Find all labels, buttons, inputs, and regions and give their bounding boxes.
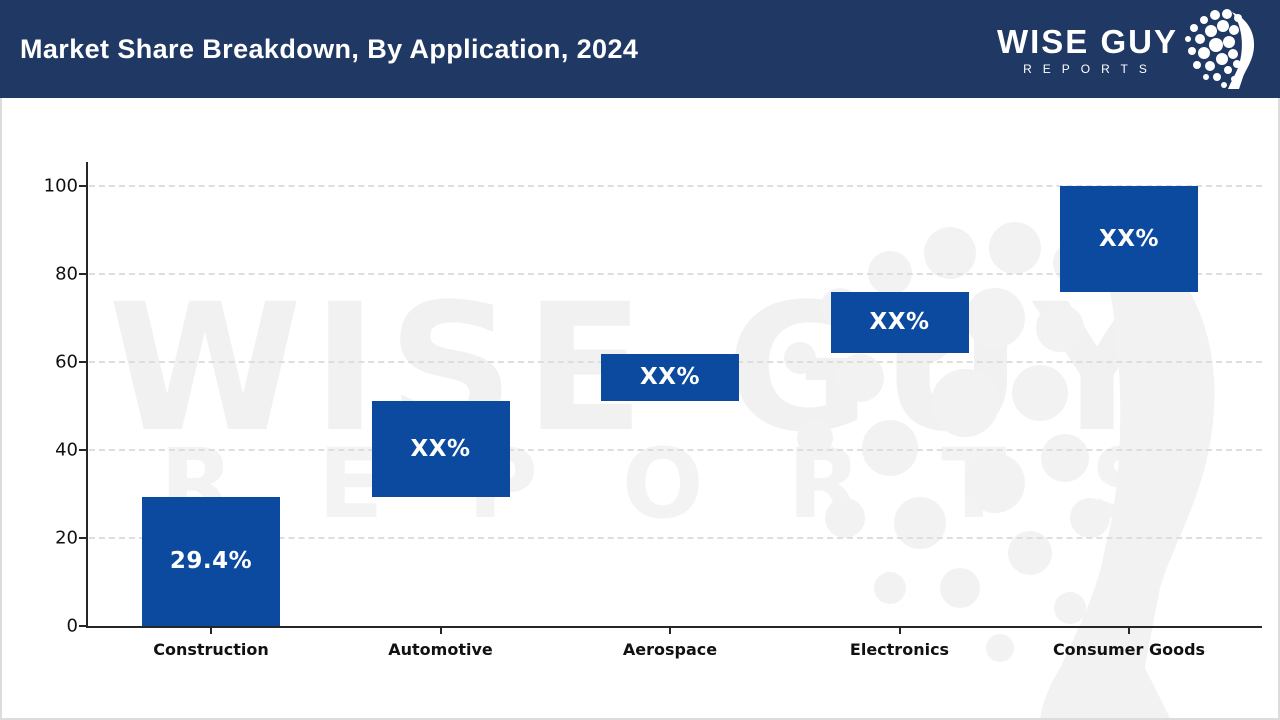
gridline-y40 bbox=[89, 449, 1262, 451]
page-title: Market Share Breakdown, By Application, … bbox=[20, 33, 639, 64]
header-bar: Market Share Breakdown, By Application, … bbox=[0, 0, 1280, 98]
wise-guy-logo: WISE GUY REPORTS bbox=[997, 9, 1258, 89]
x-tick-mark bbox=[669, 626, 671, 634]
x-axis-category-label: Automotive bbox=[388, 640, 493, 659]
logo-subtext: REPORTS bbox=[1023, 61, 1158, 76]
bar-value-label: XX% bbox=[410, 435, 471, 462]
x-tick-mark bbox=[210, 626, 212, 634]
dotted-head-icon bbox=[1185, 9, 1255, 89]
y-tick-mark bbox=[79, 273, 88, 275]
y-axis-tick-label: 80 bbox=[55, 263, 78, 285]
y-axis-line bbox=[86, 162, 88, 628]
gridline-y20 bbox=[89, 537, 1262, 539]
gridline-y100 bbox=[89, 185, 1262, 187]
bar-value-label: 29.4% bbox=[169, 548, 253, 575]
y-axis-tick-label: 20 bbox=[55, 527, 78, 549]
y-axis-tick-label: 60 bbox=[55, 351, 78, 373]
y-tick-mark bbox=[79, 449, 88, 451]
x-tick-mark bbox=[898, 626, 901, 634]
gridline-y80 bbox=[89, 273, 1262, 275]
x-axis-category-label: Aerospace bbox=[622, 640, 718, 659]
x-axis-category-label: Electronics bbox=[849, 640, 950, 659]
y-tick-mark bbox=[79, 625, 88, 627]
bar-consumer-goods: XX% bbox=[1060, 186, 1198, 292]
x-axis-line bbox=[86, 626, 1262, 628]
y-tick-mark bbox=[79, 185, 88, 187]
logo-text: WISE GUY REPORTS bbox=[997, 23, 1178, 76]
bar-automotive: XX% bbox=[371, 401, 510, 497]
bar-value-label: XX% bbox=[1098, 225, 1159, 252]
x-axis-category-label: Construction bbox=[153, 640, 269, 659]
x-tick-mark bbox=[439, 626, 442, 634]
chart-canvas: WISE GUY REPORTS 0 20 40 60 80 100 29.4% Constr… bbox=[0, 98, 1280, 720]
y-tick-mark bbox=[79, 361, 88, 363]
y-axis-tick-label: 0 bbox=[66, 615, 78, 637]
bar-construction: 29.4% bbox=[142, 496, 280, 626]
logo-wordmark: WISE GUY bbox=[996, 22, 1178, 60]
x-axis-category-label: Consumer Goods bbox=[1052, 640, 1206, 659]
bar-value-label: XX% bbox=[869, 309, 930, 336]
bar-value-label: XX% bbox=[639, 364, 700, 391]
bar-electronics: XX% bbox=[830, 291, 969, 354]
bar-aerospace: XX% bbox=[601, 354, 739, 401]
x-tick-mark bbox=[1128, 626, 1130, 634]
y-axis-tick-label: 100 bbox=[43, 175, 78, 197]
y-axis-tick-label: 40 bbox=[55, 439, 78, 461]
y-tick-mark bbox=[79, 537, 88, 539]
